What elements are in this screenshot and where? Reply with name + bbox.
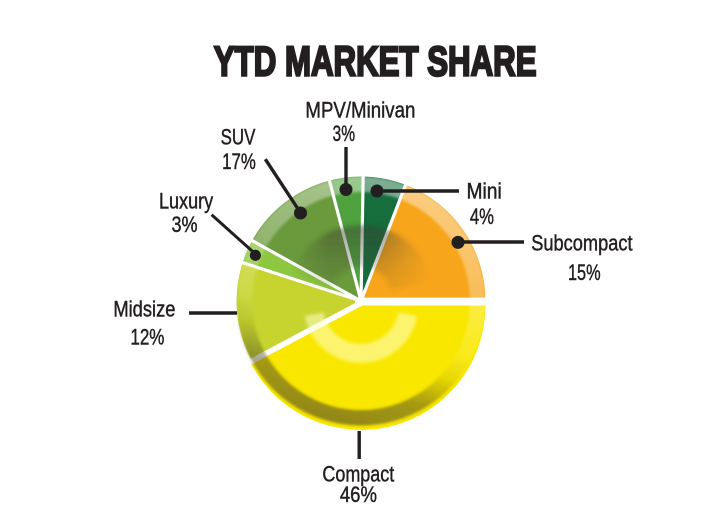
svg-text:Compact: Compact — [322, 462, 394, 487]
svg-text:46%: 46% — [340, 482, 377, 507]
svg-text:15%: 15% — [568, 260, 601, 285]
svg-text:SUV: SUV — [221, 125, 256, 150]
svg-text:3%: 3% — [171, 212, 197, 237]
svg-text:YTD MARKET SHARE: YTD MARKET SHARE — [214, 37, 537, 84]
svg-text:4%: 4% — [470, 204, 494, 229]
svg-text:3%: 3% — [333, 121, 356, 146]
svg-text:17%: 17% — [222, 149, 256, 174]
svg-text:MPV/Minivan: MPV/Minivan — [305, 97, 415, 122]
svg-text:Luxury: Luxury — [159, 188, 213, 213]
svg-text:Mini: Mini — [466, 178, 501, 203]
svg-text:Subcompact: Subcompact — [531, 230, 632, 255]
svg-text:12%: 12% — [130, 324, 164, 349]
svg-text:Midsize: Midsize — [113, 296, 175, 321]
